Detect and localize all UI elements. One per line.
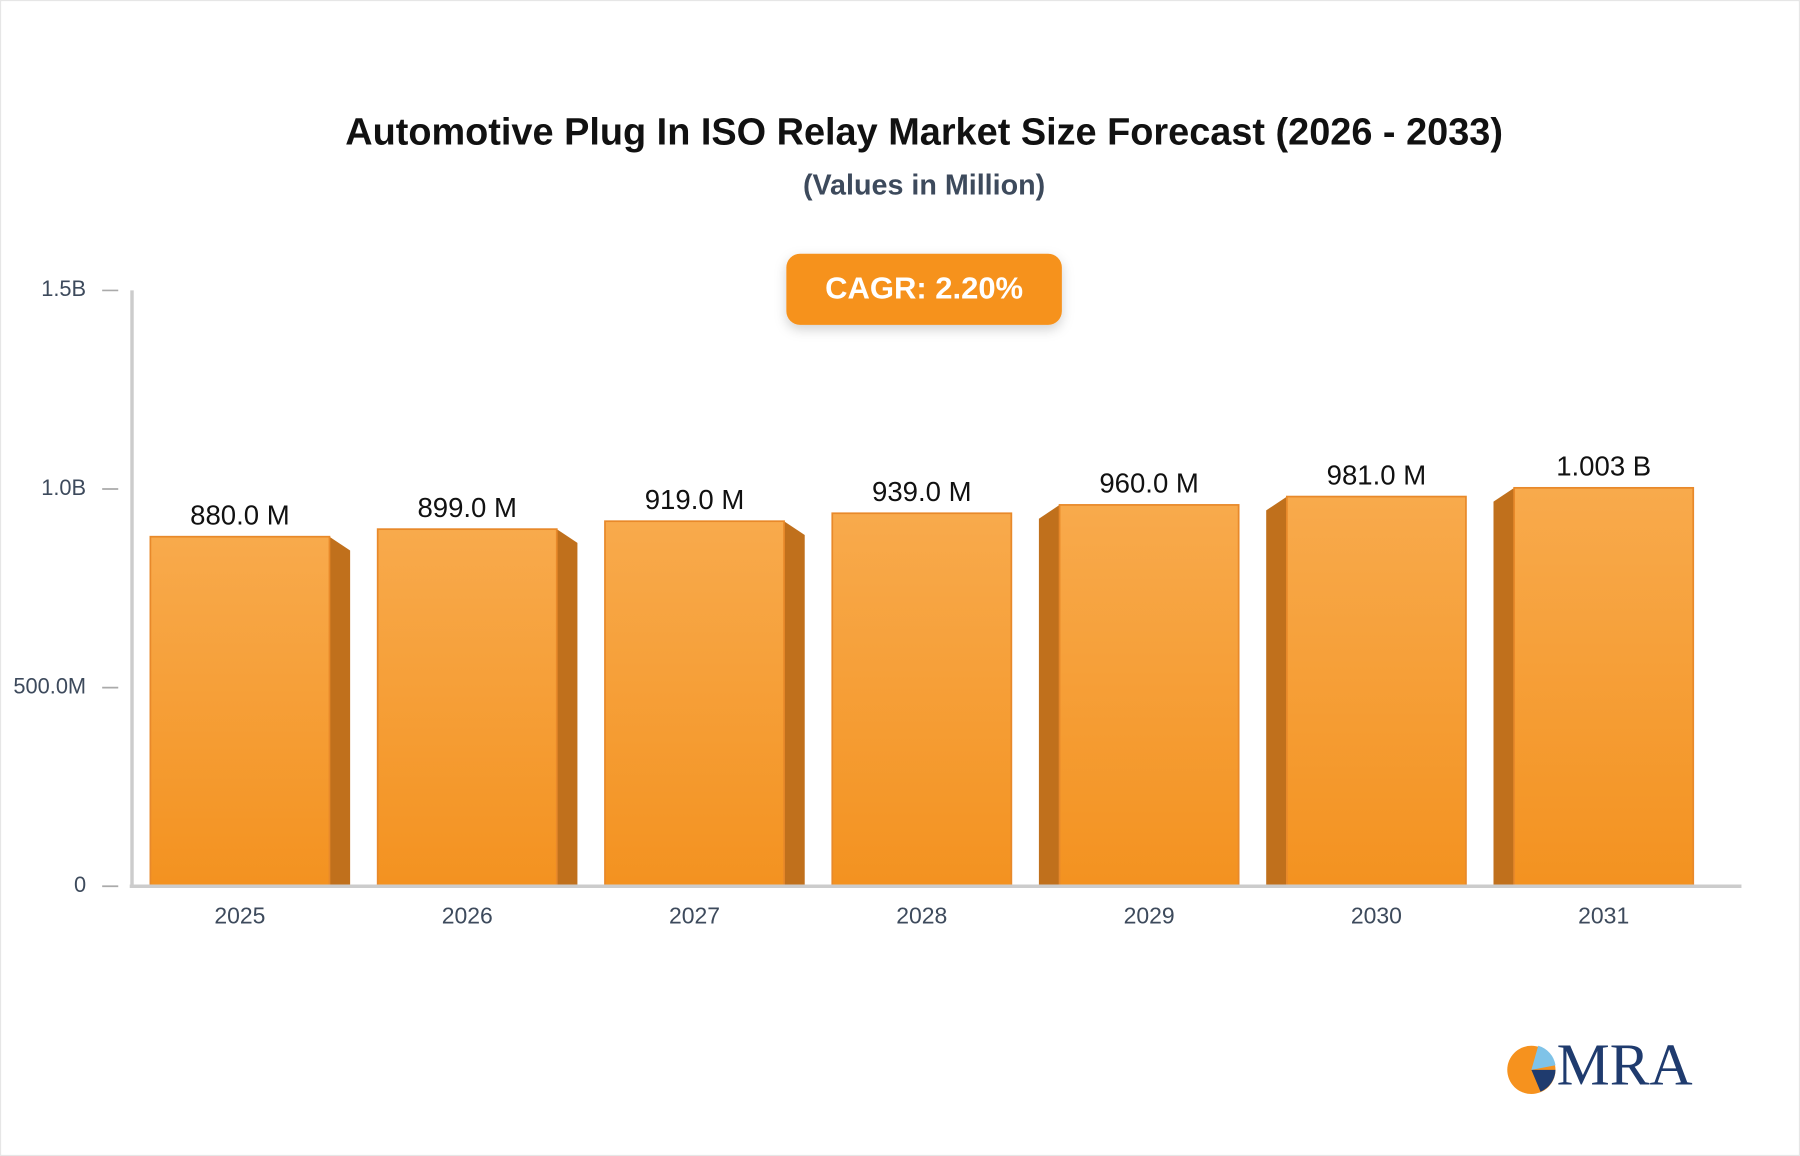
bar [1058,504,1240,888]
logo-slice [1531,1069,1556,1092]
bar [831,512,1013,888]
x-tick-label: 2027 [669,902,720,928]
x-tick-label: 2028 [896,902,947,928]
logo-slice [1531,1045,1556,1070]
cagr-label: CAGR: 2.20% [825,271,1023,306]
chart-subtitle: (Values in Million) [803,170,1045,202]
plot: 0 500.0M 1.0B 1.5B 2025 880.0 M 2026 899.0 M 202… [13,276,1742,928]
logo: MRA [1507,1032,1693,1098]
value-label: 919.0 M [645,484,745,515]
y-tick-label: 1.0B [41,475,86,500]
x-tick-label: 2031 [1578,902,1629,928]
chart-title: Automotive Plug In ISO Relay Market Size… [345,111,1503,153]
value-label: 899.0 M [417,492,517,523]
y-tick-label: 0 [74,872,86,897]
value-label: 880.0 M [190,499,290,530]
x-tick-label: 2026 [442,902,493,928]
x-tick-label: 2029 [1124,902,1175,928]
bar-side [1038,504,1060,887]
y-tick-label: 500.0M [13,673,86,698]
value-label: 960.0 M [1099,468,1199,499]
bar-side [784,521,805,887]
value-label: 1.003 B [1556,451,1651,482]
value-label: 981.0 M [1327,459,1427,490]
cagr-badge: CAGR: 2.20% [786,253,1062,325]
x-tick-label: 2030 [1351,902,1402,928]
x-tick-label: 2025 [214,902,265,928]
bar [604,520,785,888]
bar-side [329,536,351,887]
bar-side [1493,487,1515,887]
bar [1286,495,1467,888]
bar-side [1266,496,1287,887]
bar [149,535,331,888]
badge-background [786,253,1062,325]
y-tick-label: 1.5B [41,276,86,301]
logo-text: MRA [1557,1032,1693,1098]
bar-side [556,529,578,887]
value-label: 939.0 M [872,476,972,507]
bar [1513,486,1695,888]
bar [376,528,558,888]
